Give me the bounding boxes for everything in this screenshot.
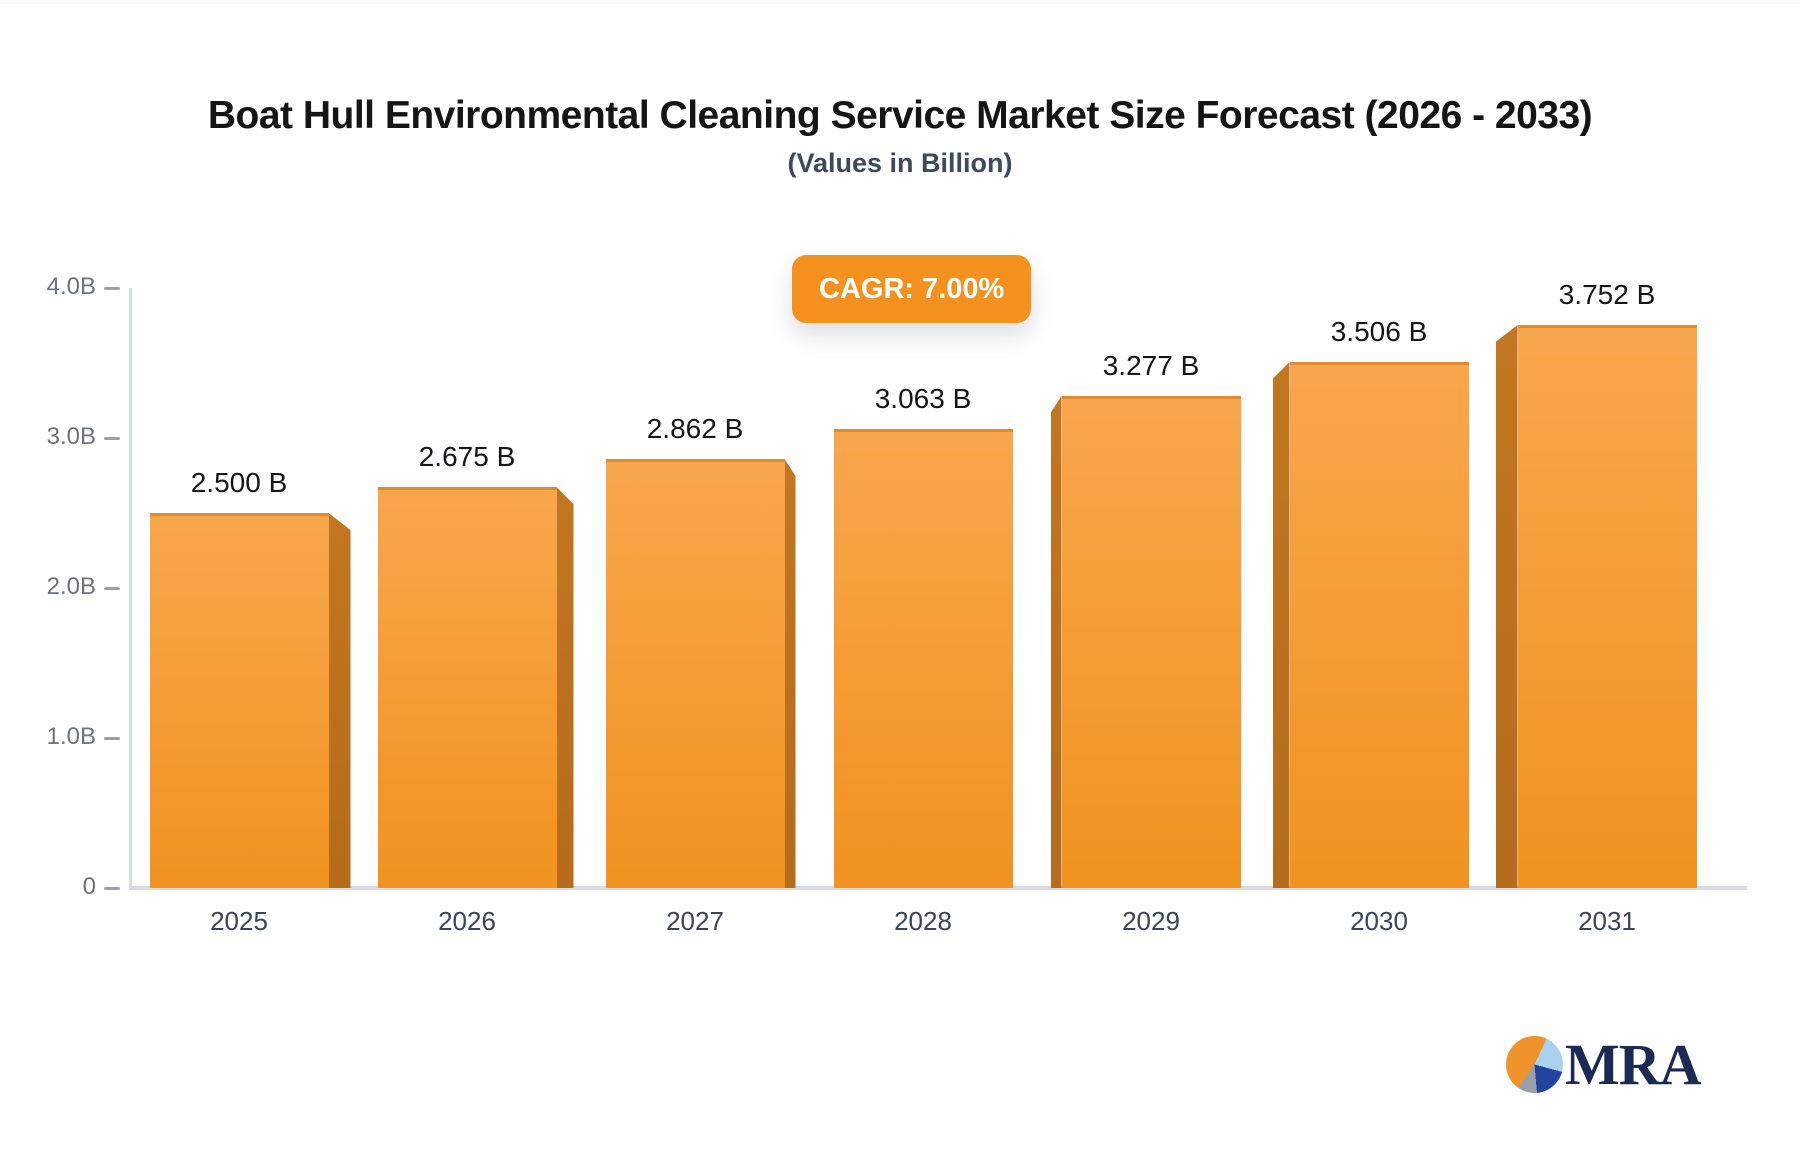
bar-side-face xyxy=(328,513,351,888)
bar-value-label: 2.675 B xyxy=(418,441,516,472)
bar-value-label: 2.500 B xyxy=(190,467,288,498)
bar-2025[interactable] xyxy=(149,513,351,888)
bar-2031[interactable] xyxy=(1495,325,1697,888)
y-tick-label: 0 xyxy=(82,873,96,900)
bar-value-label: 2.862 B xyxy=(646,413,744,444)
bar-side-face xyxy=(784,459,796,888)
bar-side-face xyxy=(1272,362,1290,888)
y-tick-mark xyxy=(104,287,120,290)
x-axis-label-2028: 2028 xyxy=(894,906,952,936)
logo-text: MRA xyxy=(1565,1032,1702,1097)
x-axis-label-2027: 2027 xyxy=(666,906,724,936)
x-axis-label-2031: 2031 xyxy=(1578,906,1636,936)
y-axis-line xyxy=(129,288,132,888)
y-tick-mark xyxy=(104,587,120,590)
y-tick-label: 3.0B xyxy=(46,423,96,450)
pie-chart-logo-icon xyxy=(1506,1036,1563,1093)
bar-2026[interactable] xyxy=(377,487,574,888)
page-top-border xyxy=(0,0,1800,4)
x-axis-label-2026: 2026 xyxy=(438,906,496,936)
cagr-badge: CAGR: 7.00% xyxy=(792,255,1032,323)
x-axis-label-2029: 2029 xyxy=(1122,906,1180,936)
bar-value-label: 3.506 B xyxy=(1330,316,1428,347)
chart-title: Boat Hull Environmental Cleaning Service… xyxy=(207,94,1593,137)
x-axis-label-2030: 2030 xyxy=(1350,906,1408,936)
y-tick-label: 2.0B xyxy=(46,573,96,600)
y-tick-label: 1.0B xyxy=(46,723,96,750)
bar-side-face xyxy=(1050,396,1062,888)
y-tick-mark xyxy=(104,737,120,740)
mra-logo: MRA xyxy=(1506,1032,1702,1097)
bar-2029[interactable] xyxy=(1050,396,1241,888)
bar-side-face xyxy=(1495,325,1518,888)
bar-2027[interactable] xyxy=(605,459,796,888)
bar-2030[interactable] xyxy=(1272,362,1469,888)
bar-2028[interactable] xyxy=(833,429,1013,888)
y-tick-label: 4.0B xyxy=(46,273,96,300)
bar-value-label: 3.063 B xyxy=(874,383,972,414)
bar-value-label: 3.277 B xyxy=(1102,350,1200,381)
chart-subtitle: (Values in Billion) xyxy=(787,148,1013,178)
bar-side-face xyxy=(556,487,574,888)
y-tick-mark xyxy=(104,437,120,440)
bar-value-label: 3.752 B xyxy=(1558,279,1656,310)
x-axis-label-2025: 2025 xyxy=(210,906,268,936)
x-axis-line xyxy=(129,886,1747,890)
y-tick-mark xyxy=(104,887,120,890)
